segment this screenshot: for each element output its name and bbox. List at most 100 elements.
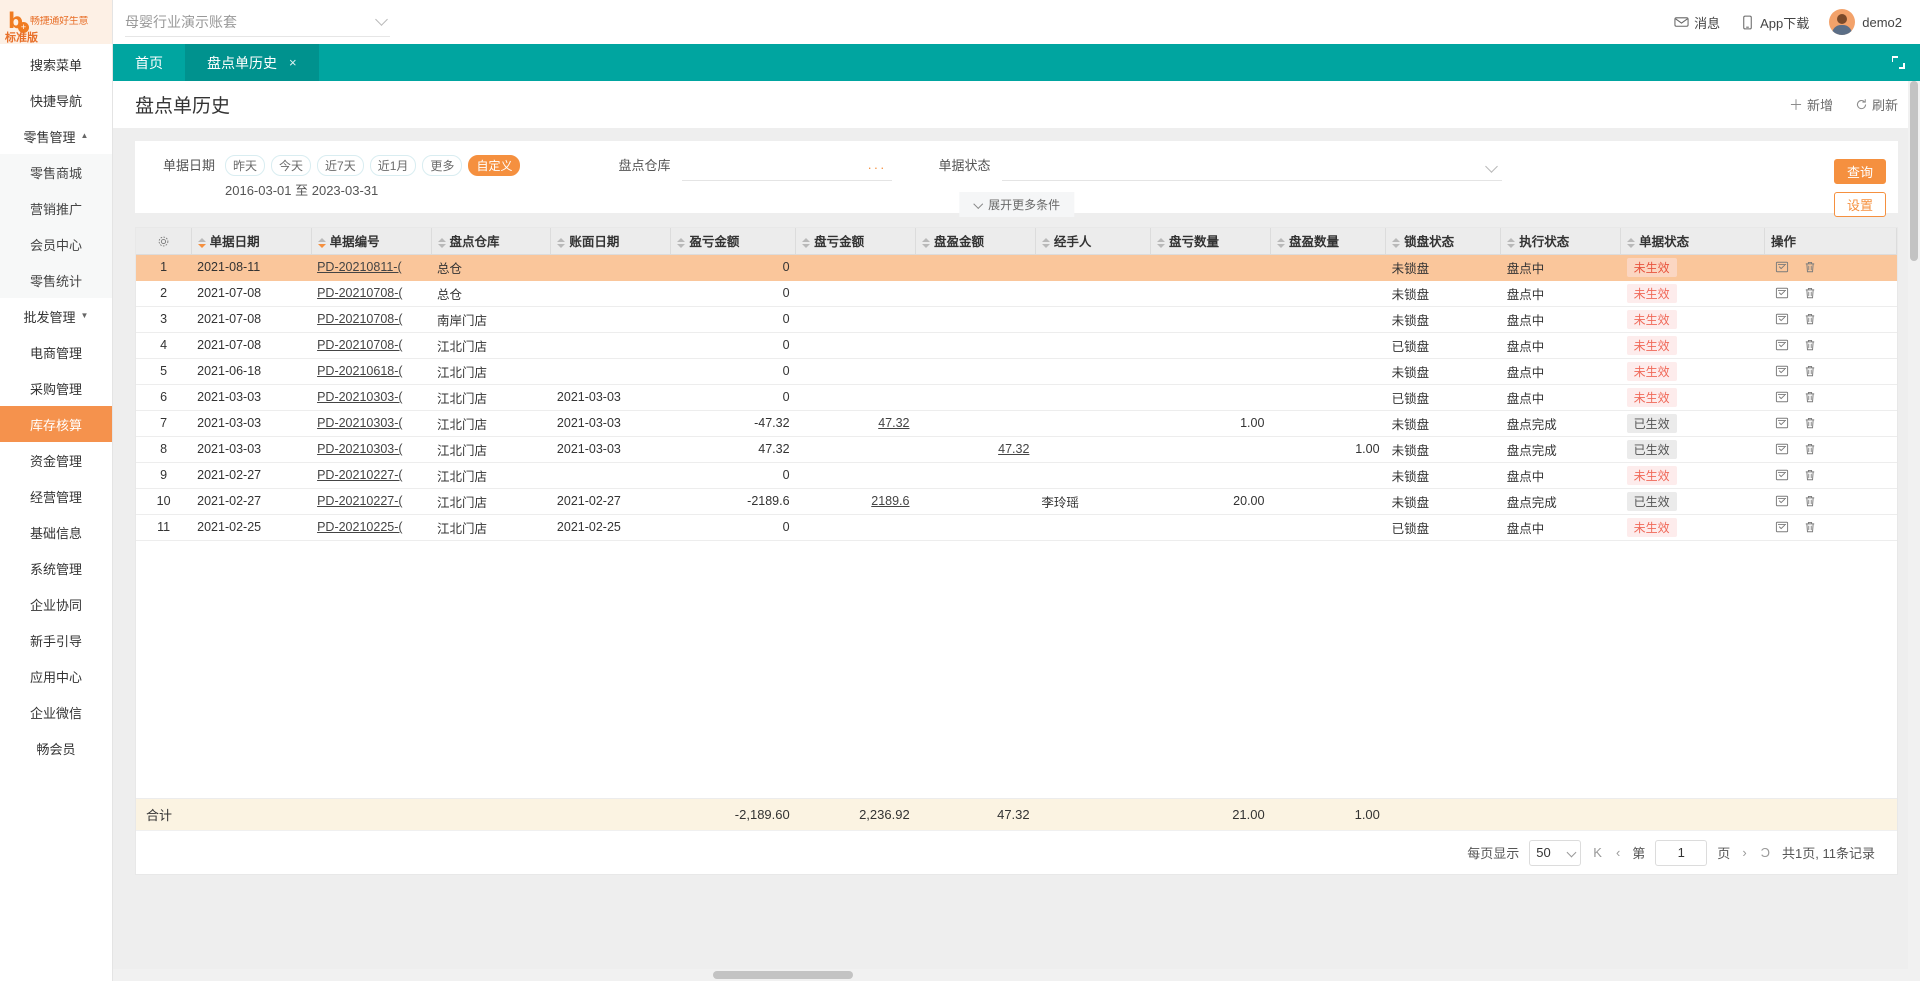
delete-icon[interactable] — [1803, 364, 1817, 378]
chip-yesterday[interactable]: 昨天 — [225, 155, 266, 176]
cell-loss-amount[interactable]: 47.32 — [795, 410, 916, 437]
chip-custom[interactable]: 自定义 — [468, 155, 521, 176]
column-header-doc-status[interactable]: 单据状态 — [1620, 228, 1766, 255]
column-header-exec-status[interactable]: 执行状态 — [1500, 228, 1622, 255]
table-row[interactable]: 3 2021-07-08 PD-20210708-(南岸门店 0 未锁盘 盘点中 未生效 — [136, 306, 1897, 333]
brand-logo[interactable]: b + 畅捷通好生意 标准版 — [0, 0, 112, 44]
search-button[interactable]: 查询 — [1834, 159, 1886, 184]
table-row[interactable]: 6 2021-03-03 PD-20210303-(江北门店 2021-03-03 0 已… — [136, 384, 1897, 411]
delete-icon[interactable] — [1803, 494, 1817, 508]
column-header-handler[interactable]: 经手人 — [1035, 228, 1152, 255]
doc-no-link[interactable]: PD-20210227-( — [317, 468, 403, 482]
copy-doc-icon[interactable] — [1775, 260, 1789, 274]
sidebar-item-quick-nav[interactable]: 快捷导航 — [0, 82, 112, 118]
date-range-value[interactable]: 2016-03-01 至 2023-03-31 — [225, 183, 379, 198]
cell-doc-no[interactable]: PD-20210618-( — [311, 358, 431, 385]
column-header-warehouse[interactable]: 盘点仓库 — [431, 228, 552, 255]
cell-loss-amount[interactable]: 2189.6 — [795, 488, 916, 515]
delete-icon[interactable] — [1803, 338, 1817, 352]
table-row[interactable]: 11 2021-02-25 PD-20210225-(江北门店 2021-02-25 0… — [136, 514, 1897, 541]
copy-doc-icon[interactable] — [1775, 338, 1789, 352]
column-header-pl-amount[interactable]: 盈亏金额 — [670, 228, 797, 255]
cell-operations[interactable] — [1764, 462, 1897, 489]
cell-operations[interactable] — [1764, 410, 1897, 437]
copy-doc-icon[interactable] — [1775, 468, 1789, 482]
sidebar-item-retail-mall[interactable]: 零售商城 — [0, 154, 112, 190]
delete-icon[interactable] — [1803, 416, 1817, 430]
cell-doc-no[interactable]: PD-20210303-( — [311, 410, 431, 437]
delete-icon[interactable] — [1803, 390, 1817, 404]
cell-gain-amount[interactable]: 47.32 — [915, 436, 1036, 463]
copy-doc-icon[interactable] — [1775, 312, 1789, 326]
doc-no-link[interactable]: PD-20210303-( — [317, 442, 403, 456]
close-icon[interactable]: × — [289, 55, 297, 70]
sidebar-item-retail-stats[interactable]: 零售统计 — [0, 262, 112, 298]
doc-no-link[interactable]: PD-20210811-( — [317, 260, 402, 274]
cell-operations[interactable] — [1764, 280, 1897, 307]
sidebar-item-purchase-management[interactable]: 采购管理 — [0, 370, 112, 406]
column-header-book-date[interactable]: 账面日期 — [550, 228, 672, 255]
column-header-doc-date[interactable]: 单据日期 — [191, 228, 312, 255]
loss-amount-link[interactable]: 2189.6 — [871, 494, 910, 508]
sidebar-item-chang-member[interactable]: 畅会员 — [0, 730, 112, 766]
sidebar-item-wecom[interactable]: 企业微信 — [0, 694, 112, 730]
cell-doc-no[interactable]: PD-20210227-( — [311, 462, 431, 489]
per-page-select[interactable]: 50 — [1529, 839, 1582, 866]
refresh-button[interactable]: 刷新 — [1855, 95, 1898, 114]
horizontal-scrollbar-thumb[interactable] — [713, 971, 853, 979]
doc-status-select[interactable] — [1002, 155, 1503, 181]
cell-operations[interactable] — [1764, 436, 1897, 463]
user-menu[interactable]: demo2 — [1829, 9, 1902, 35]
cell-operations[interactable] — [1764, 332, 1897, 359]
column-header-gain-qty[interactable]: 盘盈数量 — [1270, 228, 1387, 255]
column-header-doc-no[interactable]: 单据编号 — [311, 228, 432, 255]
sidebar-item-fund-management[interactable]: 资金管理 — [0, 442, 112, 478]
horizontal-scrollbar[interactable] — [113, 969, 1908, 981]
sidebar-item-enterprise-collab[interactable]: 企业协同 — [0, 586, 112, 622]
cell-operations[interactable] — [1764, 514, 1897, 541]
tab-home[interactable]: 首页 — [113, 44, 185, 81]
cell-doc-no[interactable]: PD-20210708-( — [311, 280, 431, 307]
settings-button[interactable]: 设置 — [1834, 192, 1886, 217]
delete-icon[interactable] — [1803, 520, 1817, 534]
doc-no-link[interactable]: PD-20210618-( — [317, 364, 403, 378]
cell-operations[interactable] — [1764, 384, 1897, 411]
cell-operations[interactable] — [1764, 254, 1897, 281]
vertical-scrollbar[interactable] — [1908, 81, 1920, 969]
sidebar-item-ecommerce-management[interactable]: 电商管理 — [0, 334, 112, 370]
column-settings-header[interactable] — [136, 228, 192, 255]
first-page-button[interactable]: K — [1593, 845, 1602, 860]
chip-today[interactable]: 今天 — [271, 155, 312, 176]
last-page-button[interactable]: Ɔ — [1760, 845, 1771, 860]
copy-doc-icon[interactable] — [1775, 416, 1789, 430]
account-set-select[interactable]: 母婴行业演示账套 — [125, 7, 390, 37]
sidebar-item-retail-management[interactable]: 零售管理 ▲ — [0, 118, 112, 154]
delete-icon[interactable] — [1803, 442, 1817, 456]
chip-last-7-days[interactable]: 近7天 — [317, 155, 364, 176]
cell-doc-no[interactable]: PD-20210225-( — [311, 514, 431, 541]
add-button[interactable]: ＋ 新增 — [1789, 95, 1833, 114]
sidebar-item-basic-info[interactable]: 基础信息 — [0, 514, 112, 550]
sidebar-item-wholesale-management[interactable]: 批发管理 ▼ — [0, 298, 112, 334]
cell-doc-no[interactable]: PD-20210303-( — [311, 436, 431, 463]
next-page-button[interactable]: › — [1742, 845, 1747, 860]
sidebar-item-member-center[interactable]: 会员中心 — [0, 226, 112, 262]
prev-page-button[interactable]: ‹ — [1615, 845, 1621, 860]
table-row[interactable]: 10 2021-02-27 PD-20210227-(江北门店 2021-02-27-… — [136, 488, 1897, 515]
cell-operations[interactable] — [1764, 306, 1897, 333]
copy-doc-icon[interactable] — [1775, 442, 1789, 456]
cell-operations[interactable] — [1764, 358, 1897, 385]
delete-icon[interactable] — [1803, 468, 1817, 482]
delete-icon[interactable] — [1803, 286, 1817, 300]
app-download-button[interactable]: App下载 — [1740, 13, 1809, 32]
table-row[interactable]: 5 2021-06-18 PD-20210618-(江北门店 0 未锁盘 盘点中 未生效 — [136, 358, 1897, 385]
sidebar-item-marketing[interactable]: 营销推广 — [0, 190, 112, 226]
page-input[interactable]: 1 — [1655, 839, 1708, 866]
doc-no-link[interactable]: PD-20210303-( — [317, 390, 403, 404]
doc-no-link[interactable]: PD-20210225-( — [317, 520, 403, 534]
chip-more[interactable]: 更多 — [422, 155, 463, 176]
fullscreen-button[interactable] — [1876, 44, 1920, 81]
delete-icon[interactable] — [1803, 260, 1817, 274]
sidebar-item-app-center[interactable]: 应用中心 — [0, 658, 112, 694]
table-row[interactable]: 4 2021-07-08 PD-20210708-(江北门店 0 已锁盘 盘点中 未生效 — [136, 332, 1897, 359]
